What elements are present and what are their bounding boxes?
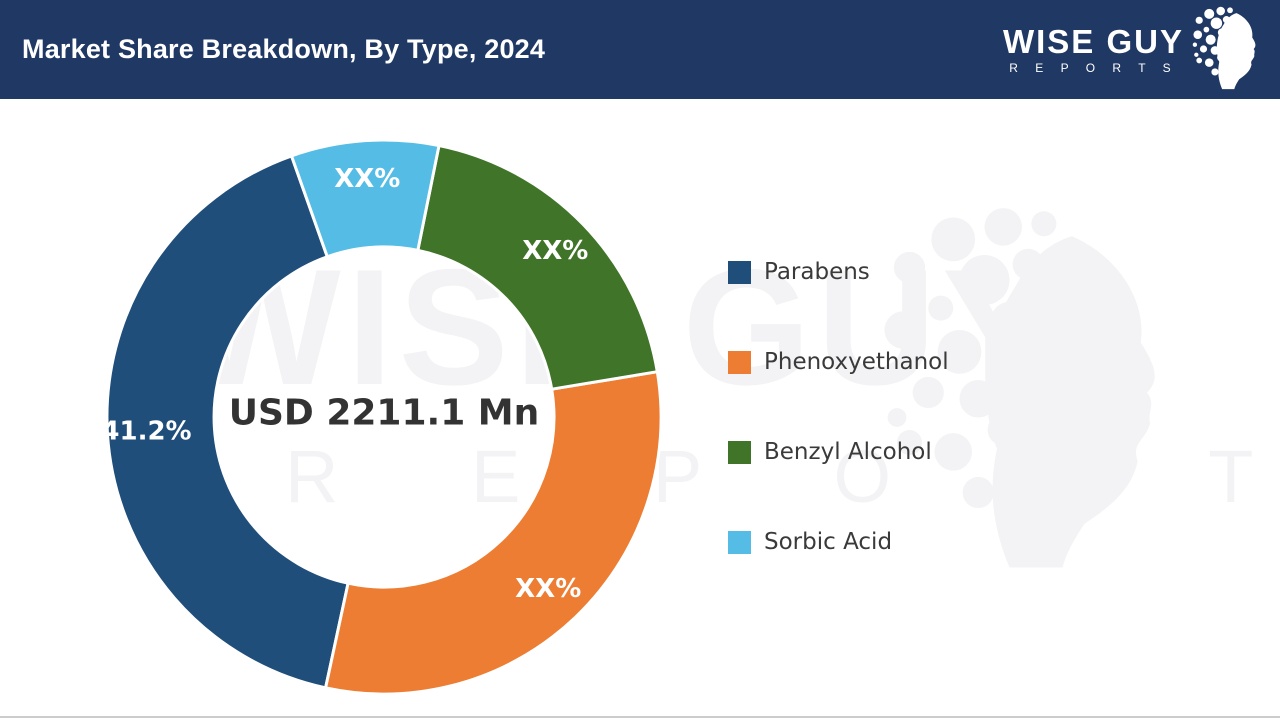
slice-value-label: XX% (334, 164, 400, 194)
slice-phenoxyethanol (324, 370, 663, 696)
legend-swatch (728, 530, 751, 554)
watermark-face-logo (862, 205, 1182, 580)
slice-value-label: XX% (515, 574, 581, 604)
brand-logo: WISE GUY R E P O R T S (1003, 6, 1262, 92)
legend-label: Parabens (764, 259, 870, 285)
slice-parabens (105, 154, 350, 690)
slice-value-label: 41.2% (101, 417, 191, 447)
header-bar: Market Share Breakdown, By Type, 2024 WI… (0, 0, 1280, 99)
brand-face-icon (1188, 6, 1262, 92)
chart-legend: Parabens Phenoxyethanol Benzyl Alcohol Sorb… (728, 227, 949, 587)
footer-divider (0, 716, 1280, 718)
slice-sorbic-acid (290, 138, 441, 259)
legend-label: Sorbic Acid (764, 529, 893, 555)
slice-benzyl-alcohol (416, 144, 659, 391)
legend-swatch (728, 350, 751, 374)
legend-item-sorbic-acid: Sorbic Acid (728, 497, 949, 587)
legend-item-parabens: Parabens (728, 227, 949, 317)
page-title: Market Share Breakdown, By Type, 2024 (22, 34, 546, 64)
slice-value-label: XX% (522, 236, 588, 266)
brand-logo-text: WISE GUY R E P O R T S (1003, 25, 1184, 74)
legend-label: Phenoxyethanol (764, 349, 949, 375)
brand-name: WISE GUY (1002, 22, 1184, 60)
legend-item-benzyl-alcohol: Benzyl Alcohol (728, 407, 949, 497)
chart-center-value: USD 2211.1 Mn (228, 392, 540, 434)
legend-label: Benzyl Alcohol (764, 439, 932, 465)
legend-item-phenoxyethanol: Phenoxyethanol (728, 317, 949, 407)
brand-subname: R E P O R T S (1009, 60, 1178, 75)
legend-swatch (728, 440, 751, 464)
legend-swatch (728, 260, 751, 284)
